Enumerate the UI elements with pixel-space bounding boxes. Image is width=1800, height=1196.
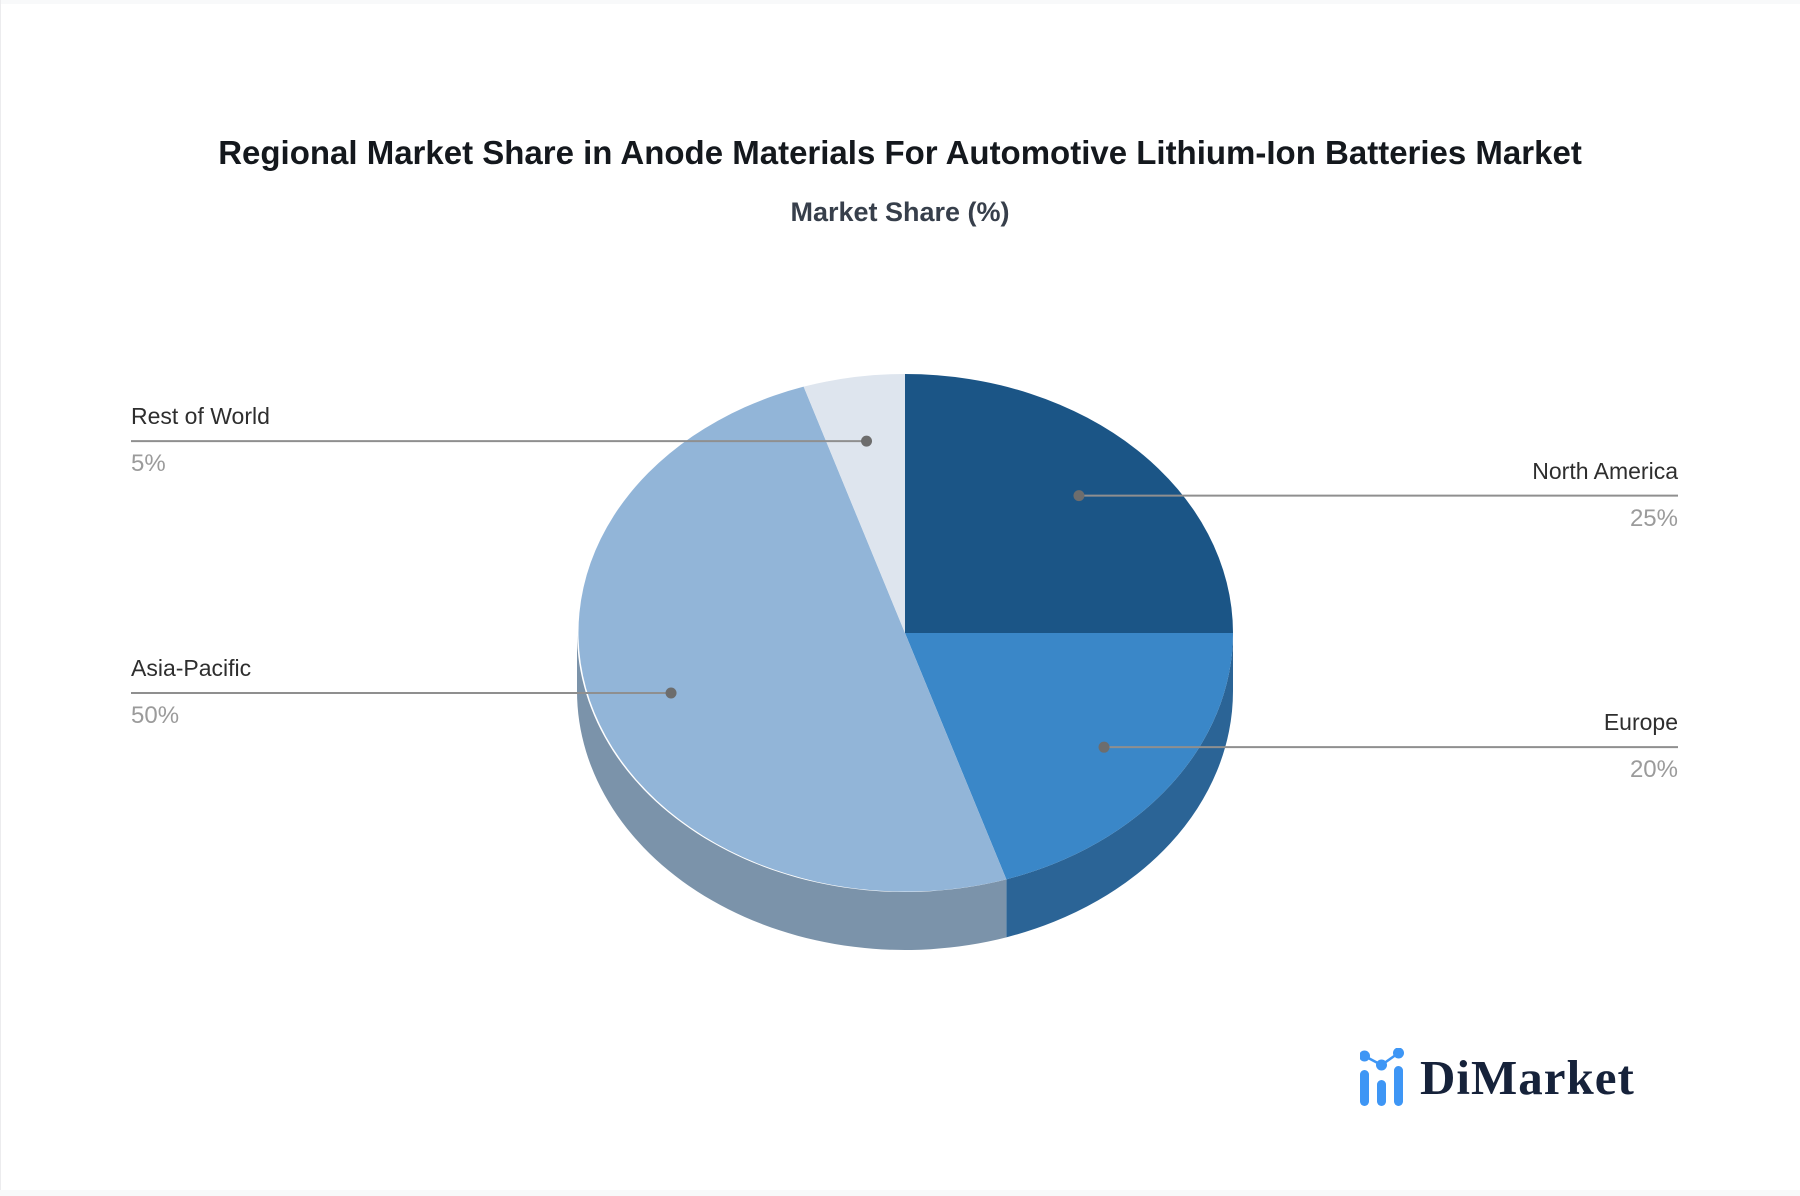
pie-slice-rest-of-world[interactable]	[803, 374, 905, 633]
pie-slice-north-america[interactable]	[905, 374, 1233, 633]
pie-slice-side-asia-pacific	[577, 633, 1007, 950]
slice-value-north-america: 25%	[1629, 504, 1678, 532]
slice-name-asia-pacific: Asia-Pacific	[131, 655, 252, 682]
leader-dot-rest-of-world	[861, 435, 873, 447]
page-edge-left	[0, 0, 1, 1196]
slice-name-rest-of-world: Rest of World	[131, 403, 270, 430]
dimarket-logo: DiMarket	[1360, 1042, 1635, 1106]
leader-dot-asia-pacific	[665, 687, 677, 699]
slice-value-asia-pacific: 50%	[131, 702, 180, 730]
bar-line-chart-icon	[1360, 1048, 1404, 1106]
slice-name-europe: Europe	[1603, 709, 1678, 736]
leader-dot-europe	[1098, 741, 1110, 753]
slice-value-europe: 20%	[1629, 756, 1678, 784]
pie-slice-asia-pacific[interactable]	[578, 386, 1007, 892]
slice-value-rest-of-world: 5%	[131, 450, 166, 478]
logo-text: DiMarket	[1420, 1050, 1635, 1105]
leader-dot-north-america	[1073, 490, 1085, 502]
chart-title: Regional Market Share in Anode Materials…	[218, 134, 1582, 171]
slice-name-north-america: North America	[1532, 457, 1678, 484]
page-edge-top	[0, 0, 1800, 4]
page-edge-bottom	[0, 1190, 1800, 1196]
pie-slice-europe[interactable]	[905, 633, 1233, 880]
chart-subtitle: Market Share (%)	[790, 197, 1010, 227]
pie-slice-side-europe	[1006, 633, 1233, 938]
